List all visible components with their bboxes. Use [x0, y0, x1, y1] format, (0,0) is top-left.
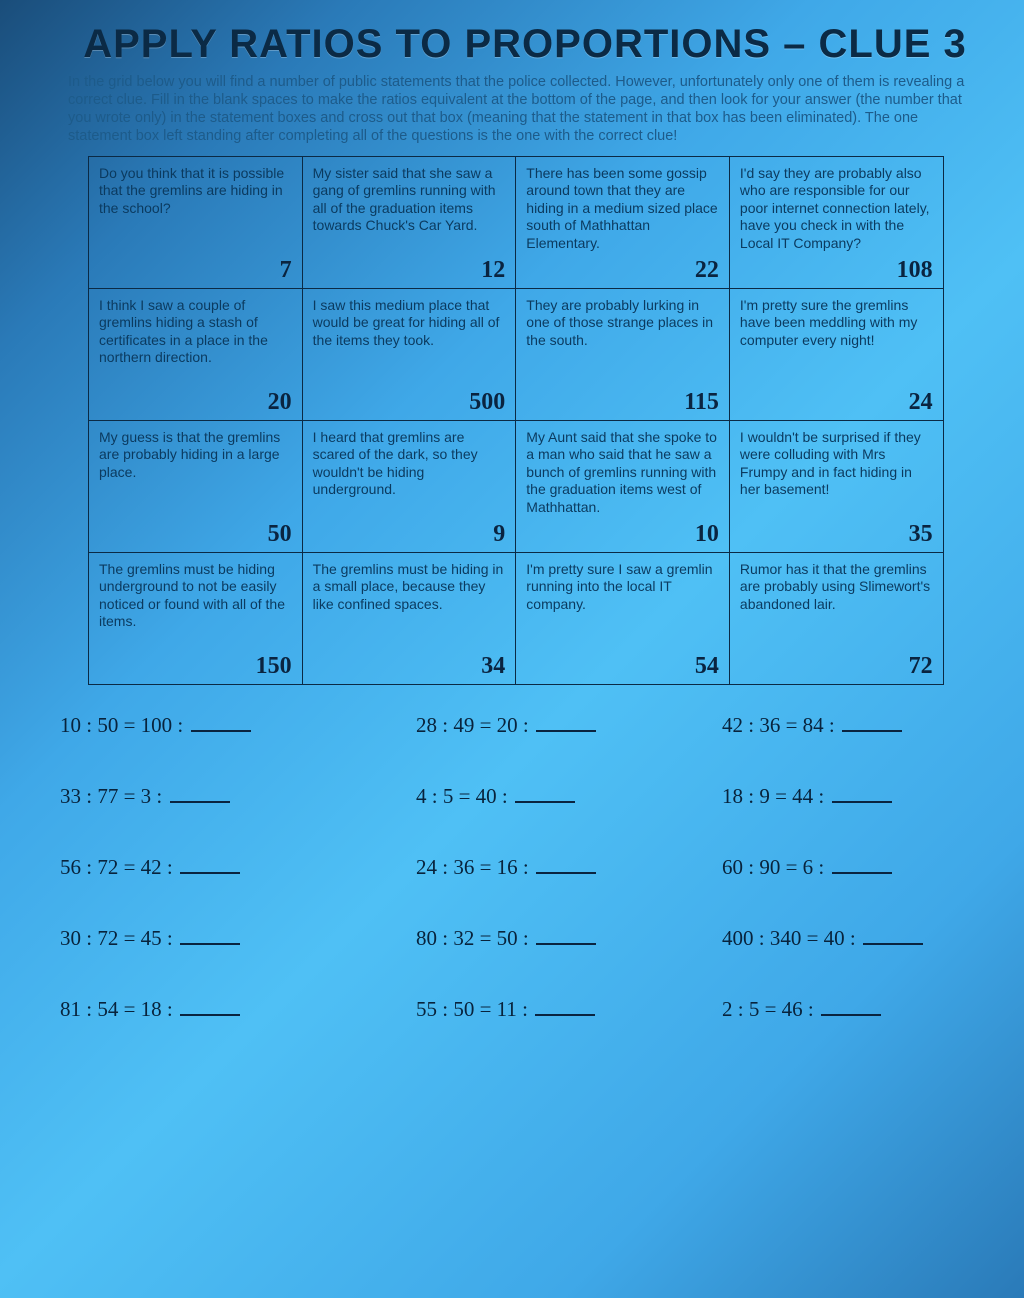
ratio-expression: 10 : 50 = 100 : [60, 713, 189, 737]
ratio-problem: 10 : 50 = 100 : [60, 713, 348, 738]
answer-blank[interactable] [821, 997, 881, 1016]
clue-text: I'd say they are probably also who are r… [740, 165, 933, 253]
answer-blank[interactable] [536, 926, 596, 945]
clue-number: 150 [256, 653, 292, 680]
ratio-problem: 81 : 54 = 18 : [60, 997, 348, 1022]
clue-cell: My Aunt said that she spoke to a man who… [516, 420, 730, 552]
clue-number: 34 [481, 653, 505, 680]
ratio-expression: 60 : 90 = 6 : [722, 855, 830, 879]
clue-text: I wouldn't be surprised if they were col… [740, 429, 933, 499]
clue-number: 7 [280, 257, 292, 284]
clue-cell: I wouldn't be surprised if they were col… [729, 420, 943, 552]
clue-cell: The gremlins must be hiding in a small p… [302, 552, 516, 684]
clue-cell: I think I saw a couple of gremlins hidin… [89, 288, 303, 420]
ratio-problems: 10 : 50 = 100 : 28 : 49 = 20 : 42 : 36 =… [60, 713, 980, 1022]
ratio-problem: 18 : 9 = 44 : [692, 784, 980, 809]
answer-blank[interactable] [515, 784, 575, 803]
ratio-expression: 30 : 72 = 45 : [60, 926, 178, 950]
answer-blank[interactable] [863, 926, 923, 945]
clue-number: 54 [695, 653, 719, 680]
answer-blank[interactable] [536, 855, 596, 874]
clue-number: 22 [695, 257, 719, 284]
answer-blank[interactable] [180, 997, 240, 1016]
clue-text: I heard that gremlins are scared of the … [313, 429, 506, 499]
ratio-expression: 28 : 49 = 20 : [416, 713, 534, 737]
clue-text: They are probably lurking in one of thos… [526, 297, 719, 350]
clue-number: 35 [909, 521, 933, 548]
clue-cell: I saw this medium place that would be gr… [302, 288, 516, 420]
clue-cell: I heard that gremlins are scared of the … [302, 420, 516, 552]
ratio-expression: 80 : 32 = 50 : [416, 926, 534, 950]
clue-text: I think I saw a couple of gremlins hidin… [99, 297, 292, 367]
clue-cell: I'd say they are probably also who are r… [729, 156, 943, 288]
clue-text: I'm pretty sure I saw a gremlin running … [526, 561, 719, 614]
clue-number: 12 [481, 257, 505, 284]
clue-cell: Rumor has it that the gremlins are proba… [729, 552, 943, 684]
ratio-expression: 33 : 77 = 3 : [60, 784, 168, 808]
page-title: APPLY RATIOS TO PROPORTIONS – CLUE 3 [60, 22, 990, 67]
instructions-text: In the grid below you will find a number… [68, 73, 982, 146]
clue-number: 24 [909, 389, 933, 416]
answer-blank[interactable] [832, 855, 892, 874]
ratio-expression: 56 : 72 = 42 : [60, 855, 178, 879]
clue-cell: There has been some gossip around town t… [516, 156, 730, 288]
clue-number: 10 [695, 521, 719, 548]
ratio-problem: 28 : 49 = 20 : [376, 713, 664, 738]
ratio-expression: 81 : 54 = 18 : [60, 997, 178, 1021]
clue-cell: My sister said that she saw a gang of gr… [302, 156, 516, 288]
clue-text: There has been some gossip around town t… [526, 165, 719, 253]
answer-blank[interactable] [180, 926, 240, 945]
clue-text: Do you think that it is possible that th… [99, 165, 292, 218]
clue-number: 115 [684, 389, 719, 416]
ratio-expression: 4 : 5 = 40 : [416, 784, 513, 808]
ratio-problem: 4 : 5 = 40 : [376, 784, 664, 809]
ratio-problem: 30 : 72 = 45 : [60, 926, 348, 951]
answer-blank[interactable] [535, 997, 595, 1016]
clue-cell: I'm pretty sure I saw a gremlin running … [516, 552, 730, 684]
clue-text: The gremlins must be hiding underground … [99, 561, 292, 631]
clue-text: My guess is that the gremlins are probab… [99, 429, 292, 482]
clue-cell: They are probably lurking in one of thos… [516, 288, 730, 420]
clue-text: I saw this medium place that would be gr… [313, 297, 506, 350]
clue-number: 20 [268, 389, 292, 416]
answer-blank[interactable] [170, 784, 230, 803]
clue-text: Rumor has it that the gremlins are proba… [740, 561, 933, 614]
clue-text: I'm pretty sure the gremlins have been m… [740, 297, 933, 350]
ratio-expression: 42 : 36 = 84 : [722, 713, 840, 737]
answer-blank[interactable] [842, 713, 902, 732]
ratio-problem: 55 : 50 = 11 : [376, 997, 664, 1022]
clue-cell: The gremlins must be hiding underground … [89, 552, 303, 684]
clue-cell: My guess is that the gremlins are probab… [89, 420, 303, 552]
ratio-expression: 24 : 36 = 16 : [416, 855, 534, 879]
ratio-expression: 55 : 50 = 11 : [416, 997, 533, 1021]
clue-grid: Do you think that it is possible that th… [88, 156, 944, 685]
ratio-expression: 18 : 9 = 44 : [722, 784, 830, 808]
ratio-problem: 42 : 36 = 84 : [692, 713, 980, 738]
clue-number: 9 [493, 521, 505, 548]
clue-number: 72 [909, 653, 933, 680]
clue-cell: Do you think that it is possible that th… [89, 156, 303, 288]
ratio-problem: 400 : 340 = 40 : [692, 926, 980, 951]
ratio-problem: 80 : 32 = 50 : [376, 926, 664, 951]
ratio-problem: 24 : 36 = 16 : [376, 855, 664, 880]
clue-text: My sister said that she saw a gang of gr… [313, 165, 506, 235]
answer-blank[interactable] [180, 855, 240, 874]
ratio-expression: 2 : 5 = 46 : [722, 997, 819, 1021]
clue-number: 500 [469, 389, 505, 416]
answer-blank[interactable] [536, 713, 596, 732]
ratio-expression: 400 : 340 = 40 : [722, 926, 861, 950]
answer-blank[interactable] [832, 784, 892, 803]
clue-text: My Aunt said that she spoke to a man who… [526, 429, 719, 517]
worksheet-page: APPLY RATIOS TO PROPORTIONS – CLUE 3 In … [60, 22, 990, 1022]
ratio-problem: 33 : 77 = 3 : [60, 784, 348, 809]
clue-number: 108 [897, 257, 933, 284]
clue-text: The gremlins must be hiding in a small p… [313, 561, 506, 614]
ratio-problem: 2 : 5 = 46 : [692, 997, 980, 1022]
answer-blank[interactable] [191, 713, 251, 732]
ratio-problem: 60 : 90 = 6 : [692, 855, 980, 880]
ratio-problem: 56 : 72 = 42 : [60, 855, 348, 880]
clue-cell: I'm pretty sure the gremlins have been m… [729, 288, 943, 420]
clue-number: 50 [268, 521, 292, 548]
